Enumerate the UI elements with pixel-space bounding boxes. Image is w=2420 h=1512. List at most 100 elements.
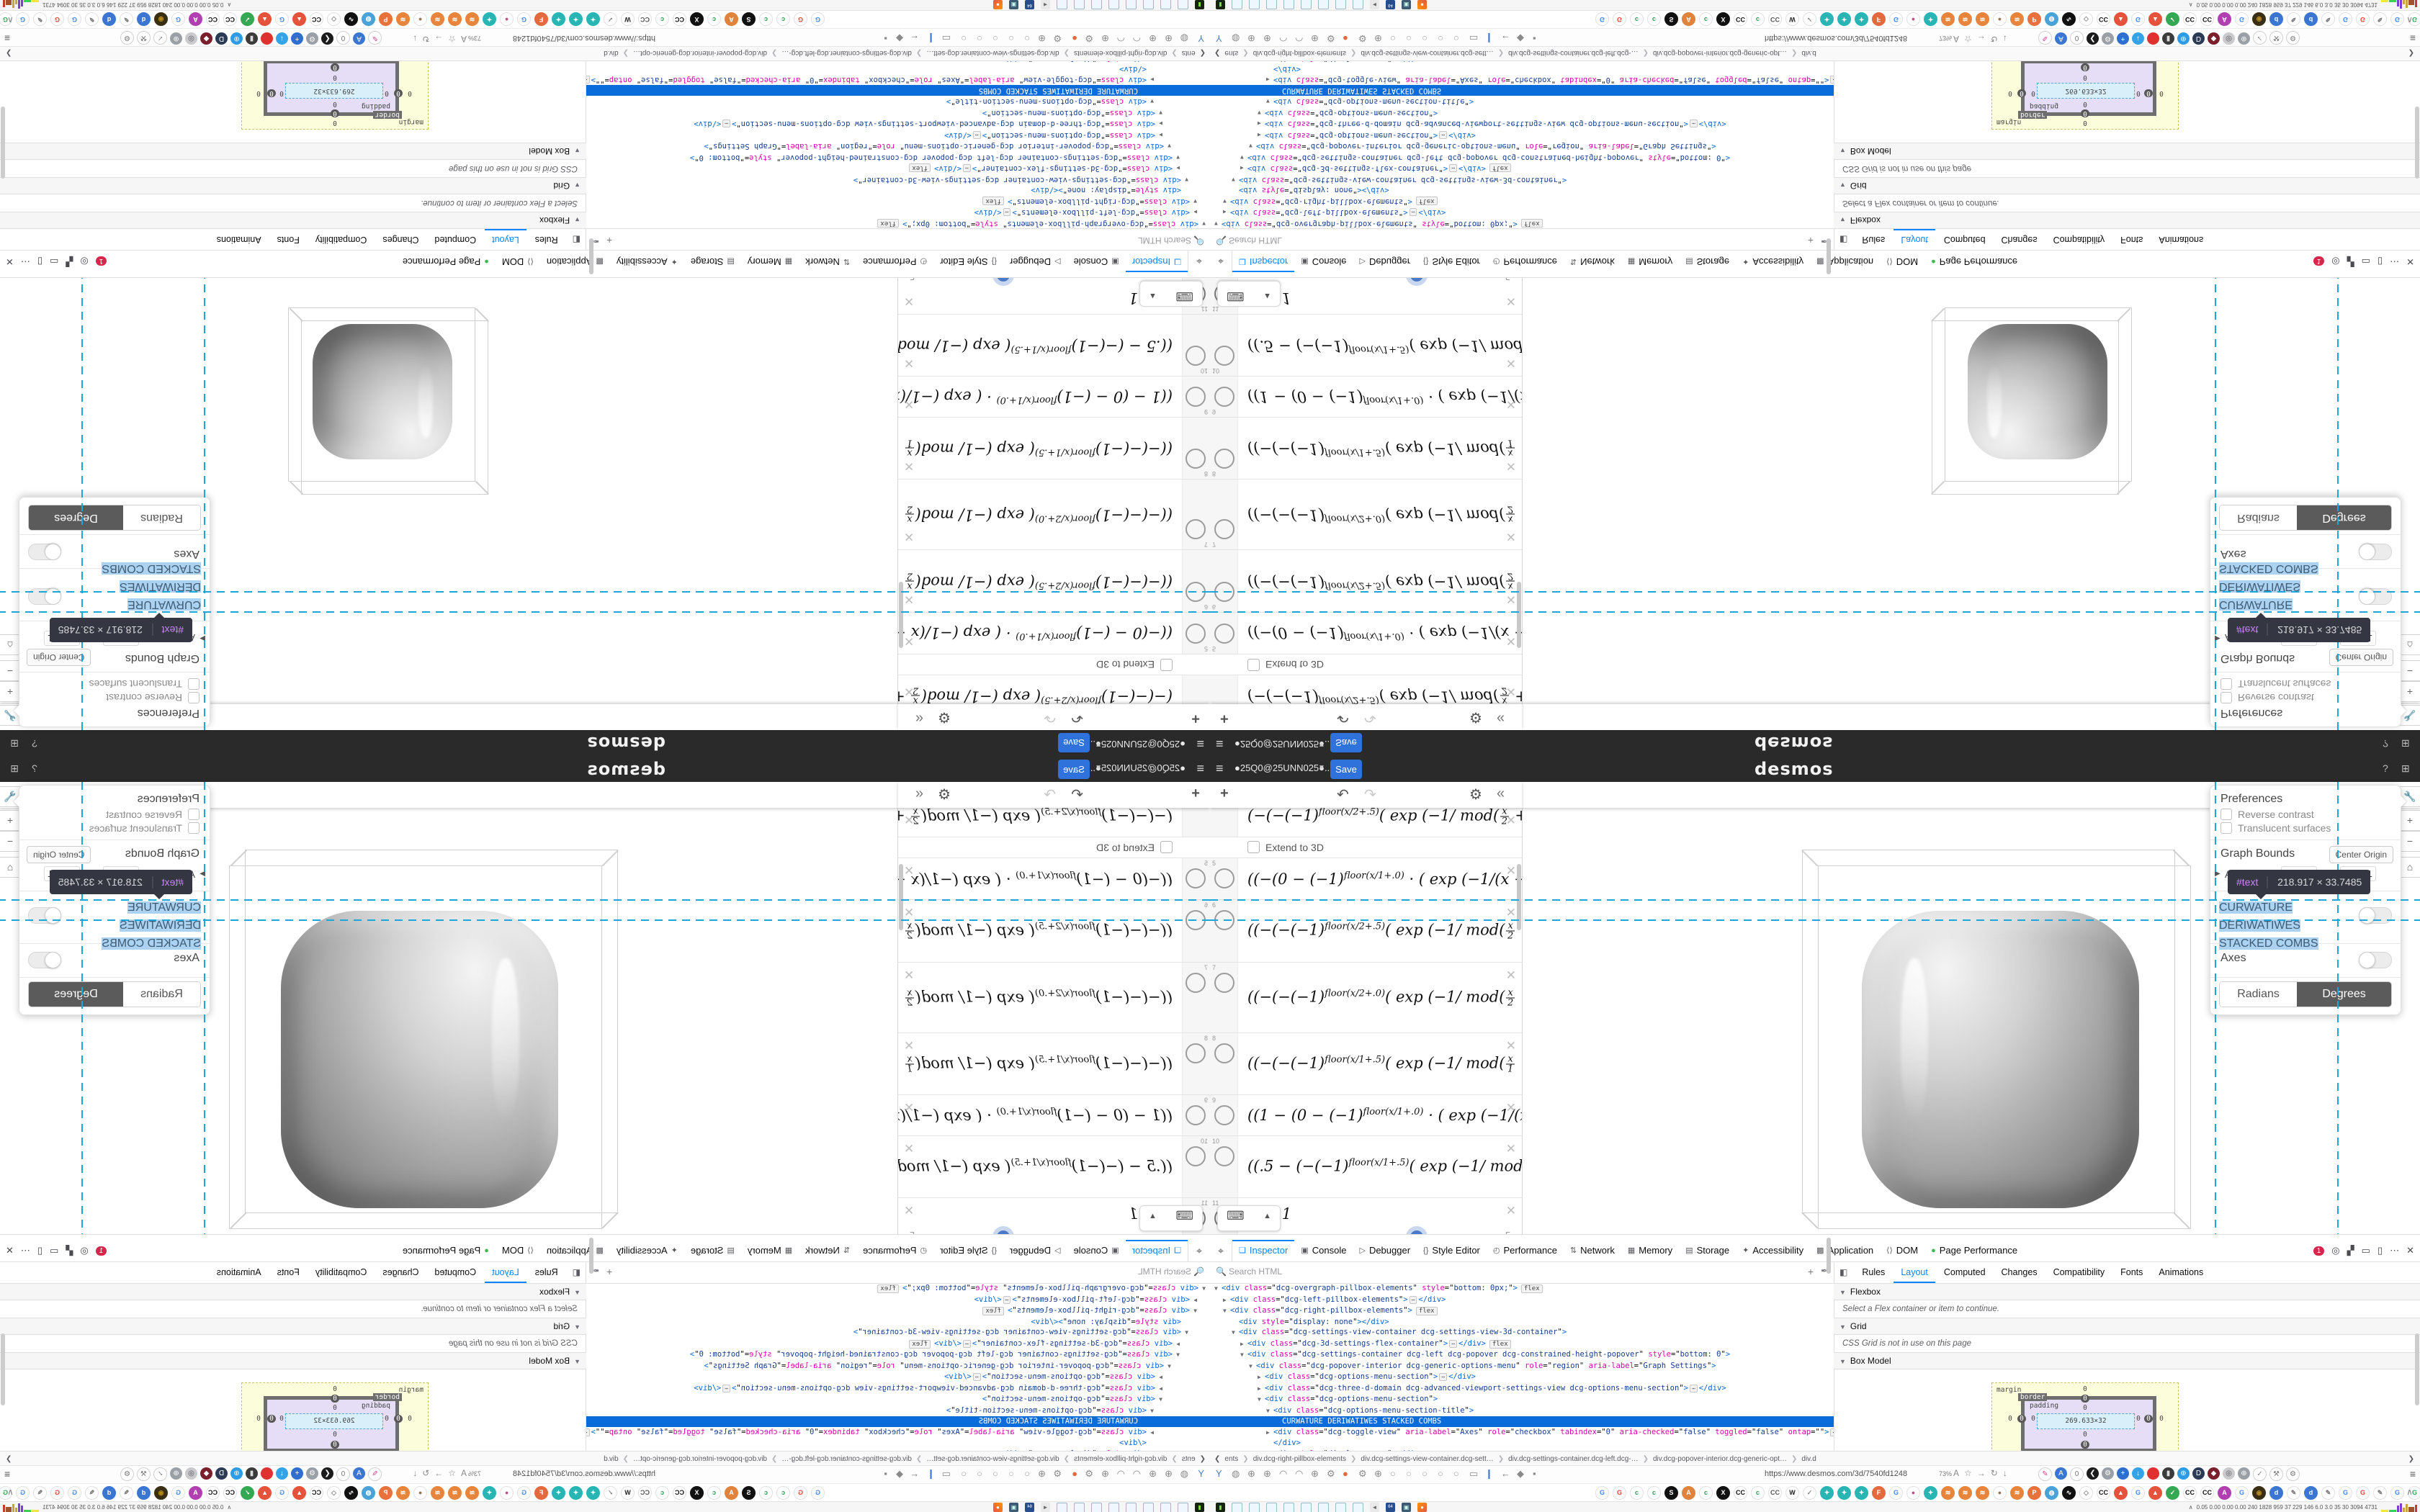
tab-favicon[interactable]: ≋ [431,1486,444,1500]
tab-favicon[interactable]: CC [1768,1486,1782,1500]
tab-favicon[interactable]: G [811,1486,825,1500]
devtools-toolbar-icon[interactable]: ▞ [66,1245,73,1256]
delete-expression-icon[interactable]: ✕ [904,397,915,411]
markup-node-line[interactable]: ▼<div class="dcg-options-menu-section"> [982,109,1162,117]
tab-favicon[interactable]: ✦ [1837,1486,1851,1500]
plot-visibility-circle[interactable] [1186,624,1206,644]
taskbar-app-icon[interactable] [1074,0,1085,9]
add-node-icon[interactable]: + [1807,235,1814,246]
taskbar-app-icon[interactable]: 64 [1025,1503,1034,1512]
tab-favicon[interactable]: ▲ [258,12,272,26]
toolbar-icon[interactable]: ◠ [1132,33,1141,44]
breadcrumb-item[interactable]: div.dcg-right-pillbox-elements [1074,49,1168,58]
extension-icon[interactable]: ◎ [2223,1467,2235,1480]
tab-favicon[interactable]: ◍ [362,1486,375,1500]
sidebar-scrollbar[interactable] [2415,107,2419,179]
axes-toggle[interactable] [2359,544,2392,560]
sidebar-tab-fonts[interactable]: Fonts [277,235,300,245]
sidebar-tab-fonts[interactable]: Fonts [277,1267,300,1277]
sidebar-tab-compatibility[interactable]: Compatibility [315,1267,367,1277]
tab-favicon[interactable]: P [379,12,393,26]
tab-favicon[interactable]: ≋ [465,1486,479,1500]
expression-row[interactable]: 8 ((−(−(−1)floor(x/1+.5)( exp (−1/ mod(x 1… [897,1033,1210,1095]
url-action-icon[interactable]: ↓ [2002,1468,2007,1478]
desmos-logo[interactable]: desmos [1754,759,1834,779]
toolbar-icon[interactable]: ▭ [1469,33,1479,44]
save-button[interactable]: Save [1058,733,1090,752]
hamburger-menu-icon[interactable]: ≡ [1196,737,1204,751]
markup-node-line[interactable]: <div style="display: none"></div> [1239,186,1389,195]
tab-favicon[interactable]: ✎ [120,12,133,26]
graph-title-toggle[interactable] [2359,907,2392,924]
tab-favicon[interactable]: G [68,1486,81,1500]
toolbar-icon[interactable]: ⊕ [1374,33,1382,44]
zoom-level[interactable]: 73% [467,1470,481,1477]
extension-icon[interactable]: ⚒ [137,31,151,45]
delete-expression-icon[interactable]: ✕ [904,968,915,982]
redo-icon[interactable]: ↷ [1364,787,1376,803]
expression-row[interactable]: 9 ((1 − (0 − (−1)floor(x/1+.0) · ( exp (−… [897,1095,1210,1136]
taskbar-app-icon[interactable] [1249,1503,1260,1512]
extension-icon[interactable]: D [215,1467,228,1480]
sidebar-tab-compatibility[interactable]: Compatibility [315,235,367,245]
url-action-icon[interactable]: → [434,34,444,44]
box-model-section-header[interactable]: ▼Box Model [0,1352,586,1369]
edit-list-gear-icon[interactable]: ⚙ [938,709,951,725]
extension-icon[interactable]: ⚙ [2286,31,2300,45]
toolbar-icon[interactable]: ◠ [1295,33,1304,44]
sidebar-tab-fonts[interactable]: Fonts [2120,235,2143,245]
tab-favicon[interactable]: X [1716,1486,1730,1500]
extension-icon[interactable]: ▮ [2162,32,2174,45]
collapse-panel-icon[interactable]: « [915,786,923,801]
devtools-tab-dom[interactable]: ⟨⟩ DOM [1880,251,1924,272]
desmos-logo[interactable]: desmos [586,759,666,779]
toolbar-icon[interactable]: ⊕ [1101,1468,1109,1479]
tab-favicon[interactable]: G [2131,1486,2145,1500]
toolbar-icon[interactable]: ← [1501,33,1510,44]
browser-menu-icon[interactable]: ≡ [4,32,11,44]
tab-favicon[interactable]: ≋ [1941,1486,1955,1500]
tab-favicon[interactable]: ● [413,1486,427,1500]
delete-expression-icon[interactable]: ✕ [904,906,915,919]
collapse-panel-icon[interactable]: « [1497,711,1505,726]
tab-overflow-caret-icon[interactable]: ∧ [7,1487,14,1497]
tab-favicon[interactable]: G [16,12,30,26]
tab-favicon[interactable]: W [621,1486,635,1500]
expression-row[interactable]: 8 ((−(−(−1)floor(x/1+.5)( exp (−1/ mod(x 1… [897,417,1210,479]
center-origin-button[interactable]: Center Origin [2329,649,2393,666]
tab-favicon[interactable]: ✎ [33,12,47,26]
error-count-badge[interactable]: 1 [2313,256,2325,266]
tab-favicon[interactable]: ✦ [483,12,496,26]
toolbar-icon[interactable]: ▭ [941,33,951,44]
devtools-tab-inspector[interactable]: ❏ Inspector [1232,251,1294,272]
devtools-toolbar-icon[interactable]: ⋯ [2390,1245,2400,1256]
expression-row[interactable]: 8 ((−(−(−1)floor(x/1+.5)( exp (−1/ mod(x 1… [1210,417,1523,479]
tab-favicon[interactable]: A [2218,1486,2231,1500]
breadcrumb-item[interactable]: div.dcg-settings-container.dcg-left.dcg-… [1508,1454,1639,1463]
breadcrumb-item[interactable]: div.dcg-settings-container.dcg-left.dcg-… [1508,49,1639,58]
breadcrumb-item[interactable]: div.d [1801,49,1816,58]
devtools-tab-performance[interactable]: ◴ Performance [856,251,933,272]
extension-icon[interactable]: ⊕ [170,32,182,45]
sidebar-tab-computed[interactable]: Computed [434,1267,477,1277]
tab-favicon[interactable]: ≋ [396,1486,410,1500]
markup-scrollbar[interactable] [1827,238,1831,274]
sidebar-tab-rules[interactable]: Rules [534,235,558,245]
toolbar-icon[interactable]: ⊕ [1311,1468,1319,1479]
add-node-icon[interactable]: + [606,235,613,246]
markup-node-line[interactable]: ▼<div class="dcg-options-menu-section"> [1258,1395,1438,1403]
expression-row[interactable]: 9 ((1 − (0 − (−1)floor(x/1+.0) · ( exp (−… [897,376,1210,417]
tab-favicon[interactable]: ✎ [120,1486,133,1500]
markup-node-line[interactable]: ▼<div class="dcg-right-pillbox-elements"… [1210,196,1834,207]
graph-title-text[interactable]: CURWATURE DERIWATIWES STACKED COMBS [2219,901,2318,950]
extension-icon[interactable]: D [2192,32,2205,45]
extension-icon[interactable]: + [2117,32,2129,45]
tab-favicon[interactable]: G [1889,1486,1903,1500]
markup-node-line[interactable]: ▶<div class="dcg-left-pillbox-elements">… [974,1295,1197,1304]
tab-favicon[interactable]: ≋ [448,12,462,26]
taskbar-app-icon[interactable] [1091,1503,1102,1512]
taskbar-app-icon[interactable] [1353,0,1363,9]
plot-visibility-circle[interactable] [1214,868,1234,888]
tab-favicon[interactable]: ✦ [552,12,565,26]
taskbar-app-icon[interactable] [1335,1503,1346,1512]
